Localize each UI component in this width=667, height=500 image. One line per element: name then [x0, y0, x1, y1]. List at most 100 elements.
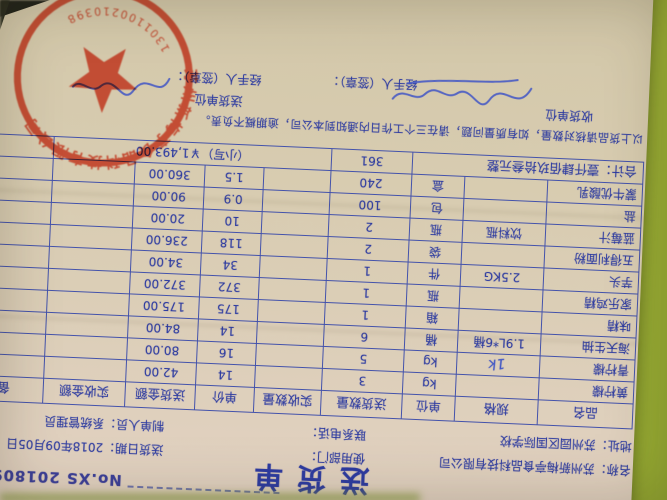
- cell-unit: 箱: [405, 305, 460, 331]
- field-name: 名称：苏州新梅亭食品科技有限公司: [438, 454, 631, 479]
- cell-unit: kg: [402, 371, 457, 397]
- field-date-label: 送货日期：: [102, 440, 164, 458]
- cell-qty: 2: [328, 214, 411, 241]
- cell-recv_amount: [45, 312, 129, 338]
- cell-amount: 34.00: [130, 249, 202, 275]
- cell-price: 10: [202, 209, 263, 234]
- col-header-recv_amount: 实收金额: [42, 378, 126, 407]
- handwritten-spec-mark: 1k: [487, 354, 506, 373]
- cell-note: [0, 264, 49, 291]
- cell-name: 芋头: [543, 267, 639, 295]
- cell-qty: 1: [326, 258, 409, 284]
- col-header-name: 品名: [537, 399, 634, 429]
- cell-recv_amount: [47, 268, 131, 294]
- cell-price: 34: [200, 252, 261, 278]
- photo-dark-corner: [0, 0, 10, 30]
- cell-spec: [459, 286, 544, 312]
- col-header-spec: 规格: [454, 396, 539, 425]
- cell-price: 14: [197, 318, 258, 344]
- field-phone-label: 联系电话：: [305, 425, 367, 442]
- cell-amount: 175.00: [128, 293, 200, 319]
- cell-note: [0, 286, 48, 313]
- col-header-price: 单价: [194, 384, 255, 413]
- cell-spec: [455, 374, 540, 400]
- company-seal-stamp: 苏州新梅亭食品科技有限公司 1301100210398: [13, 0, 200, 176]
- cell-name: 海天生抽: [540, 333, 636, 361]
- cell-spec: 饮料瓶: [462, 220, 546, 246]
- cell-unit: 桶: [404, 327, 459, 353]
- cell-recv_qty: [260, 233, 329, 259]
- cell-unit: 件: [407, 262, 462, 287]
- cell-note: [0, 330, 46, 357]
- cell-unit: 瓶: [409, 218, 463, 243]
- seal-ring: [13, 0, 193, 167]
- receiver-unit-label: 收货单位: [544, 107, 594, 124]
- cell-note: [0, 198, 52, 225]
- field-date-value: 2018年09月05日: [5, 436, 104, 455]
- col-header-amount: 送货金额: [124, 381, 196, 410]
- cell-qty: 6: [323, 324, 406, 350]
- cell-price: 175: [198, 296, 259, 322]
- cell-recv_amount: [44, 334, 128, 360]
- cell-price: 1.5: [204, 165, 265, 190]
- cell-qty: 240: [330, 170, 412, 197]
- cell-note: [0, 308, 47, 335]
- col-header-recv_qty: 实收数量: [253, 387, 322, 416]
- cell-spec: 1.9L*6桶: [457, 330, 542, 356]
- cell-recv_qty: [255, 343, 324, 369]
- cell-amount: 80.00: [126, 337, 198, 363]
- cell-price: 16: [196, 340, 257, 366]
- seal-star-icon: [68, 47, 138, 114]
- cell-qty: 1: [324, 302, 407, 328]
- cell-recv_amount: [49, 224, 133, 250]
- cell-spec: [461, 242, 545, 268]
- cell-unit: 袋: [408, 240, 463, 265]
- field-dept-label: 使用部门：: [304, 449, 366, 466]
- cell-recv_qty: [259, 255, 328, 281]
- photo-edge-blur: [0, 493, 420, 500]
- field-dept: 使用部门：: [305, 448, 366, 468]
- cell-recv_qty: [257, 299, 326, 325]
- cell-recv_amount: [50, 202, 134, 228]
- cell-recv_amount: [43, 356, 127, 382]
- cell-amount: 372.00: [129, 271, 201, 297]
- cell-price: 14: [195, 362, 256, 388]
- cell-amount: 20.00: [132, 205, 204, 232]
- cell-spec: [458, 308, 543, 334]
- handwritten-signature-receiver: [391, 79, 533, 106]
- cell-amount: 236.00: [131, 227, 203, 253]
- total-quantity: 361: [331, 148, 413, 175]
- cell-recv_qty: [254, 365, 323, 391]
- col-header-note: 备注: [0, 374, 44, 404]
- cell-recv_amount: [48, 246, 132, 272]
- cell-qty: 3: [321, 368, 404, 394]
- cell-name: 味精: [541, 311, 637, 339]
- cell-qty: 5: [322, 346, 405, 372]
- cell-note: [0, 242, 50, 269]
- cell-qty: 1: [325, 280, 408, 306]
- cell-name: 蒙牛优酸乳: [546, 180, 643, 207]
- field-date: 送货日期：2018年09月05日: [6, 435, 164, 459]
- field-address-label: 地址：: [595, 437, 633, 454]
- field-maker-value: 系统管理员: [43, 413, 105, 431]
- col-header-qty: 送货数量: [320, 390, 403, 419]
- cell-unit: 瓶: [406, 283, 461, 309]
- cell-name: 黄柠檬: [538, 377, 635, 404]
- cell-price: 372: [199, 274, 260, 300]
- cell-recv_qty: [256, 321, 325, 347]
- cell-spec: 2.5KG: [460, 264, 544, 290]
- cell-spec: [463, 176, 548, 203]
- cell-unit: 盒: [410, 174, 465, 199]
- cell-recv_qty: [263, 167, 332, 193]
- cell-recv_amount: [46, 290, 130, 316]
- field-name-value: 苏州新梅亭食品科技有限公司: [438, 455, 596, 476]
- field-phone: 联系电话：: [306, 424, 367, 444]
- field-maker: 制单人员：系统管理员: [44, 413, 165, 435]
- cell-name: 蓝莓汁: [544, 223, 641, 251]
- field-address-value: 苏州园区国际学校: [499, 433, 597, 452]
- doc-number: No.XS 2018090036: [0, 463, 123, 490]
- col-header-unit: 单位: [401, 393, 456, 422]
- field-maker-label: 制单人员：: [103, 416, 165, 434]
- cell-name: 五得利面粉: [543, 245, 640, 273]
